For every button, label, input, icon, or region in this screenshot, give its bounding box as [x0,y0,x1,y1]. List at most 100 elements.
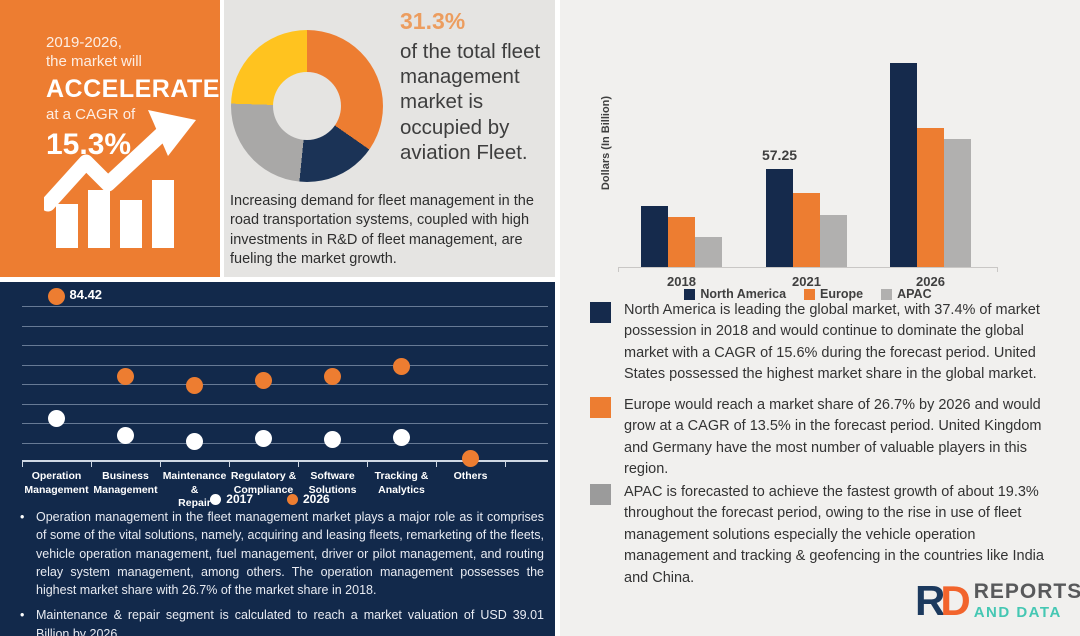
data-point-2017 [117,426,134,444]
logo-title: REPORTS [973,580,1080,604]
legend-square-icon [804,288,816,300]
axis-tick [229,462,230,467]
logo-words: REPORTS AND DATA [973,580,1080,621]
axis-tick [505,462,506,467]
bar-europe [793,193,820,267]
region-legend: North America Europe APAC [618,287,998,301]
axis-tick [618,267,619,272]
x-axis-label: 2021 [792,274,821,289]
logo-mark-r: R [915,577,945,624]
category-label: Regulatory & Compliance [230,470,297,496]
axis-tick [22,462,23,467]
legend-item-europe: Europe [804,287,863,301]
europe-bullet-text: Europe would reach a market share of 26.… [624,397,1042,478]
gridline [22,403,548,405]
bar-north-america [766,168,793,267]
region-panel: Dollars (In Billion) 57.25 2018 2021 2026 … [560,0,1080,636]
legend-square-icon [881,288,893,300]
segment-plot: 84.42 [22,287,548,467]
data-point-2026 [186,376,203,394]
segment-panel: 84.42 Operation Management Business Manag… [0,282,555,636]
bar-apac [695,236,722,267]
category-label: Maintenance & Repair [162,470,227,510]
data-point-2026 [462,449,479,467]
logo-subtitle: AND DATA [973,603,1062,621]
axis-tick [298,462,299,467]
data-point-2026 [48,287,65,305]
bar-annotation: 57.25 [761,146,798,163]
category-label: Others [453,470,488,482]
logo-mark-icon: RD [915,577,971,624]
bar-north-america [890,63,917,267]
banner-headline: ACCELERATE [46,74,220,103]
data-point-2017 [186,432,203,450]
segment-bullet-1: Operation management in the fleet manage… [16,508,544,599]
legend-item-2026: 2026 [287,492,330,506]
x-axis-label: 2026 [916,274,945,289]
data-point-2017 [324,430,341,448]
category-label: Operation Management [24,470,89,496]
donut-hole [273,72,341,140]
banner-period: 2019-2026, [46,34,122,51]
category-label: Software Solutions [308,470,357,496]
trend-arrow-icon [44,110,196,248]
data-point-2026 [393,357,410,375]
category-label: Business Management [93,470,158,496]
category-label: Tracking & Analytics [374,470,429,496]
banner-line4: at a CAGR of [46,105,136,123]
bar-apac [944,138,971,267]
donut-chart [231,30,383,182]
fleet-type-panel: 31.3% of the total fleet management mark… [224,0,555,277]
data-point-2026 [324,367,341,385]
legend-item-north-america: North America [684,287,786,301]
gridline [22,325,548,327]
legend-label: 2017 [226,492,253,506]
data-point-2017 [48,410,65,428]
bar-apac [820,214,847,267]
cagr-banner-panel: 2019-2026, the market will ACCELERATE at… [0,0,220,277]
segment-annotation: 84.42 [69,287,103,302]
data-point-2026 [255,371,272,389]
segment-bullet-2: Maintenance & repair segment is calculat… [16,606,544,636]
aviation-text: of the total fleet management market is … [400,40,541,164]
legend-item-2017: 2017 [210,492,253,506]
north-america-bullet-marker [590,302,611,323]
intro-paragraph: Increasing demand for fleet management i… [230,193,534,268]
legend-label: APAC [897,287,932,301]
bar-europe [668,217,695,267]
gridline [22,306,548,308]
banner-line2: the market will [46,52,142,70]
region-bar-plot: 57.25 [618,58,998,272]
axis-tick [997,267,998,272]
apac-bullet-marker [590,484,611,505]
axis-tick [436,462,437,467]
gridline [22,423,548,425]
legend-square-icon [684,288,696,300]
axis-tick [367,462,368,467]
logo-mark-d: D [940,577,970,624]
legend-label: North America [700,287,787,301]
legend-dot-icon [210,493,222,505]
segment-category-labels: Operation Management Business Management M… [22,470,505,511]
data-point-2017 [393,428,410,446]
legend-item-apac: APAC [881,287,932,301]
gridline [22,345,548,347]
legend-label: 2026 [303,492,330,506]
data-point-2026 [117,367,134,385]
bar-north-america [641,205,668,267]
segment-legend: 2017 2026 [120,492,420,506]
gridline [22,442,548,444]
x-axis-label: 2018 [667,274,696,289]
bar-europe [917,128,944,267]
segment-bullet-list: Operation management in the fleet manage… [16,508,544,636]
axis-tick [160,462,161,467]
legend-dot-icon [287,493,298,505]
axis-tick [91,462,92,467]
reports-and-data-logo: RD REPORTS AND DATA [915,580,1080,622]
aviation-callout: 31.3% of the total fleet management mark… [400,8,562,165]
data-point-2017 [255,429,272,447]
north-america-bullet-text: North America is leading the global mark… [624,302,1040,383]
apac-bullet-text: APAC is forecasted to achieve the fastes… [624,484,1044,586]
region-y-axis-label-text: Dollars (In Billion) [600,95,612,191]
